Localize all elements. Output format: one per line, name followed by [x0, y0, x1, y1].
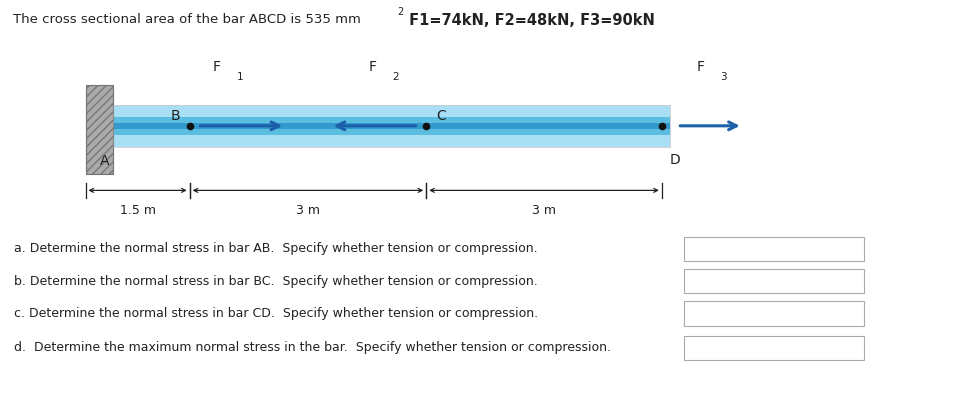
- Text: 1: 1: [236, 72, 243, 83]
- Text: The cross sectional area of the bar ABCD is 535 mm: The cross sectional area of the bar ABCD…: [13, 13, 360, 26]
- Text: c. Determine the normal stress in bar CD.  Specify whether tension or compressio: c. Determine the normal stress in bar CD…: [15, 307, 538, 320]
- Text: 1.5 m: 1.5 m: [119, 204, 156, 217]
- Text: 3 m: 3 m: [295, 204, 320, 217]
- Bar: [112, 117, 669, 135]
- Text: 3: 3: [720, 72, 726, 83]
- Text: F1=74kN, F2=48kN, F3=90kN: F1=74kN, F2=48kN, F3=90kN: [403, 13, 654, 28]
- Bar: [85, 85, 112, 174]
- Text: F: F: [213, 61, 221, 74]
- Bar: [112, 123, 669, 129]
- Bar: [684, 237, 864, 261]
- Text: d.  Determine the maximum normal stress in the bar.  Specify whether tension or : d. Determine the maximum normal stress i…: [15, 341, 611, 354]
- Text: F: F: [369, 61, 377, 74]
- Text: 2: 2: [397, 7, 403, 17]
- Bar: [112, 105, 669, 147]
- Text: B: B: [170, 109, 180, 123]
- Bar: [112, 105, 669, 147]
- Text: 3 m: 3 m: [531, 204, 556, 217]
- Bar: [85, 85, 112, 174]
- Bar: [684, 269, 864, 293]
- Text: A: A: [101, 154, 110, 168]
- Bar: [684, 301, 864, 326]
- Text: a. Determine the normal stress in bar AB.  Specify whether tension or compressio: a. Determine the normal stress in bar AB…: [15, 243, 538, 255]
- Text: b. Determine the normal stress in bar BC.  Specify whether tension or compressio: b. Determine the normal stress in bar BC…: [15, 275, 538, 288]
- Text: C: C: [435, 109, 445, 123]
- Text: F: F: [696, 61, 704, 74]
- Bar: [684, 336, 864, 360]
- Text: 2: 2: [392, 72, 398, 83]
- Text: D: D: [669, 153, 680, 167]
